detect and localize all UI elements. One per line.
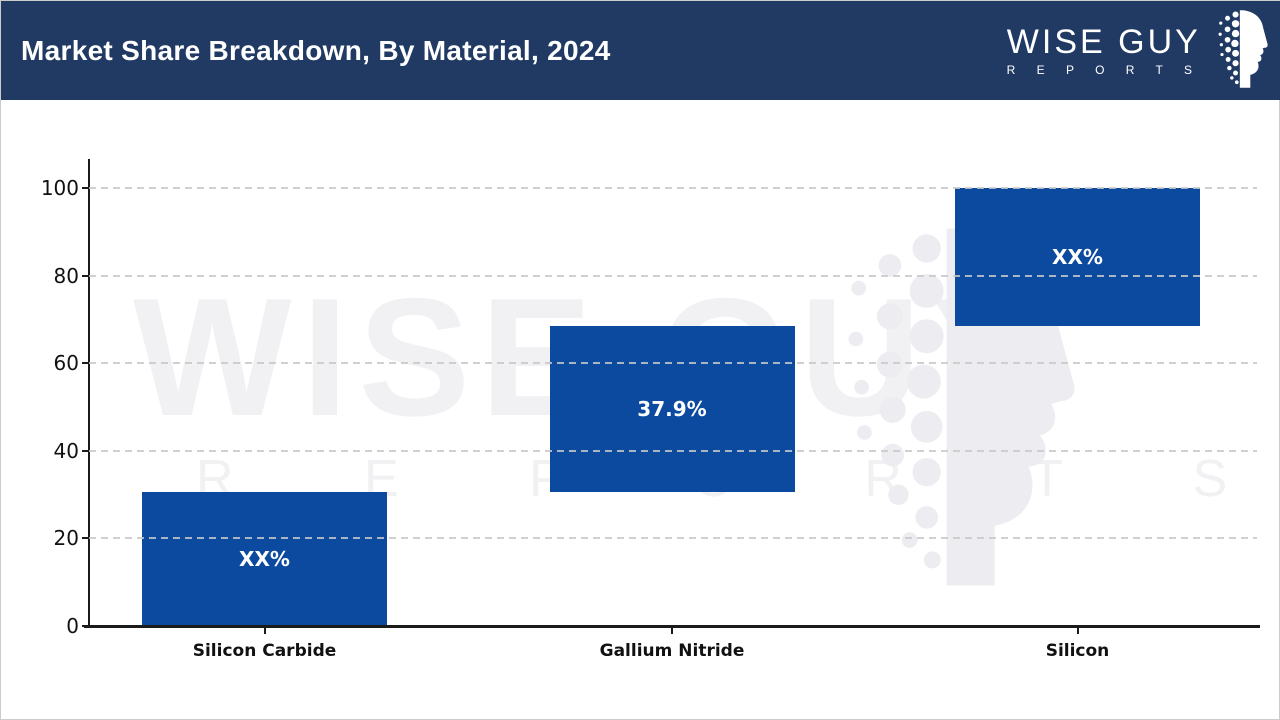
- chart-title: Market Share Breakdown, By Material, 202…: [21, 34, 611, 66]
- y-tick-label: 0: [66, 614, 79, 638]
- logo-text: WISE GUY R E P O R T S: [1007, 25, 1201, 77]
- bar-value-label: XX%: [1052, 245, 1103, 270]
- gridline-y-60: [89, 362, 1257, 365]
- x-tick-mark: [671, 626, 673, 634]
- y-tick-label: 100: [40, 176, 79, 200]
- header-bar: Market Share Breakdown, By Material, 202…: [1, 1, 1280, 100]
- logo-name: WISE GUY: [1006, 23, 1201, 61]
- bar-segment: 37.9%: [549, 326, 795, 493]
- gridline-y-20: [89, 537, 1257, 540]
- logo-subtitle: R E P O R T S: [1006, 63, 1201, 77]
- x-category-label: Silicon: [1045, 641, 1110, 661]
- gridline-y-80: [89, 274, 1257, 277]
- y-tick-mark: [82, 625, 89, 627]
- y-tick-label: 60: [53, 351, 79, 376]
- y-tick-mark: [82, 362, 89, 365]
- gridline-y-100: [89, 187, 1257, 189]
- wiseguy-logo: WISE GUY R E P O R T S: [1001, 1, 1271, 100]
- y-tick-mark: [82, 274, 89, 277]
- y-tick-label: 20: [53, 526, 79, 551]
- y-axis-line: [88, 159, 90, 627]
- y-tick-mark: [82, 449, 89, 452]
- y-tick-label: 40: [53, 438, 79, 463]
- x-tick-mark: [263, 626, 266, 634]
- y-tick-mark: [82, 187, 89, 189]
- x-category-label: Gallium Nitride: [599, 641, 745, 661]
- bar-segment: XX%: [142, 492, 387, 626]
- y-tick-mark: [82, 537, 89, 540]
- bar-value-label: XX%: [239, 547, 290, 572]
- wiseguy-head-logo-icon: [1207, 9, 1269, 89]
- x-tick-mark: [1076, 626, 1079, 634]
- y-tick-label: 80: [53, 263, 79, 288]
- bar-segment: XX%: [955, 188, 1200, 327]
- gridline-y-40: [89, 449, 1257, 452]
- x-category-label: Silicon Carbide: [192, 641, 337, 661]
- bar-value-label: 37.9%: [637, 397, 707, 422]
